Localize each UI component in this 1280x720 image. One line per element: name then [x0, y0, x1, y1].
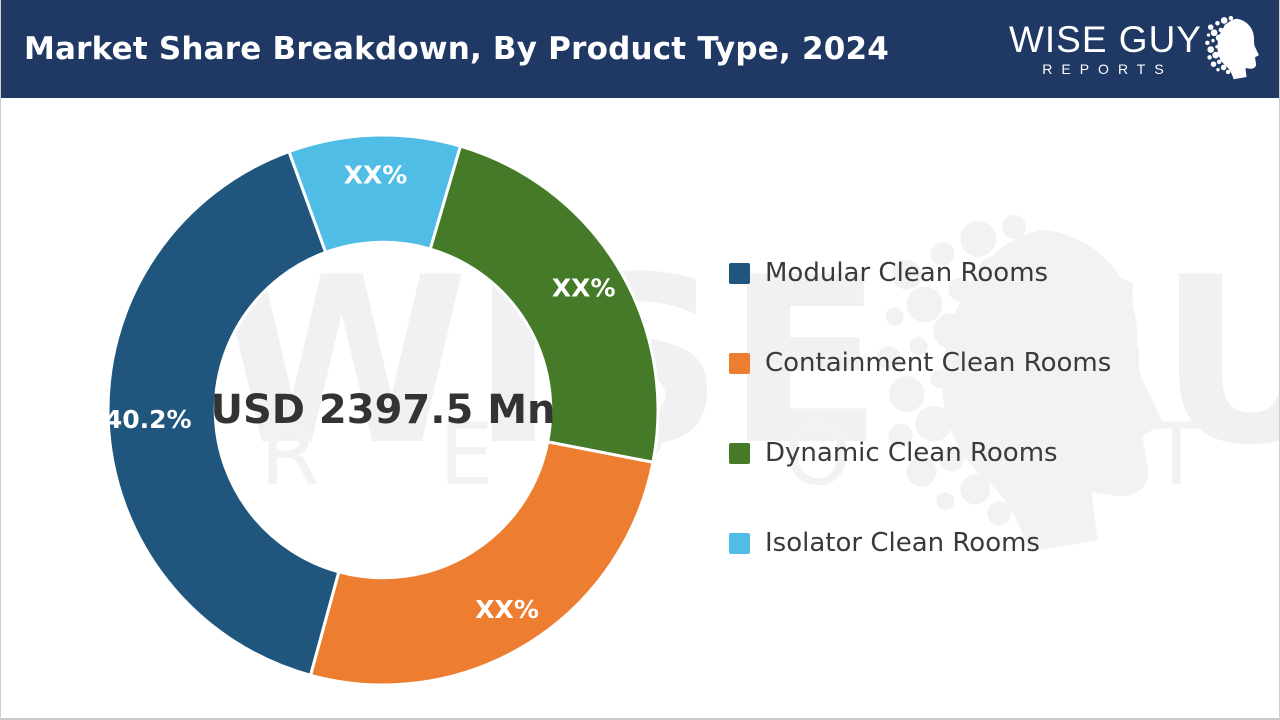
- legend-item-isolator: Isolator Clean Rooms: [729, 526, 1111, 560]
- slice-percent-label: XX%: [475, 595, 539, 624]
- slice-percent-label: 40.2%: [105, 405, 192, 434]
- legend-label: Modular Clean Rooms: [765, 258, 1049, 288]
- legend: Modular Clean Rooms Containment Clean Ro…: [729, 256, 1111, 616]
- slice-percent-label: XX%: [344, 161, 408, 190]
- legend-label: Dynamic Clean Rooms: [765, 438, 1058, 468]
- logo-subtitle: REPORTS: [1042, 61, 1173, 77]
- legend-item-containment: Containment Clean Rooms: [729, 346, 1111, 380]
- legend-swatch: [729, 352, 750, 374]
- legend-item-dynamic: Dynamic Clean Rooms: [729, 436, 1111, 470]
- donut-center-value: USD 2397.5 Mn: [210, 387, 556, 433]
- slice-percent-label: XX%: [552, 273, 616, 302]
- legend-label: Isolator Clean Rooms: [765, 528, 1040, 558]
- wiseguy-logo: WISE GUY REPORTS: [1009, 7, 1260, 91]
- legend-swatch: [729, 442, 750, 464]
- legend-swatch: [729, 532, 750, 554]
- logo-text: WISE GUY REPORTS: [1009, 21, 1202, 77]
- logo-face-icon: [1205, 15, 1259, 80]
- legend-label: Containment Clean Rooms: [765, 348, 1112, 378]
- donut-slice-modular-clean-rooms: [106, 150, 341, 677]
- header: Market Share Breakdown, By Product Type,…: [0, 0, 1280, 98]
- donut-chart: XX% XX% XX% 40.2%: [105, 133, 660, 687]
- legend-item-modular: Modular Clean Rooms: [729, 256, 1111, 290]
- logo-wordmark: WISE GUY: [1008, 19, 1202, 60]
- page-title: Market Share Breakdown, By Product Type,…: [24, 31, 890, 67]
- donut-slice-containment-clean-rooms: [309, 440, 655, 687]
- legend-swatch: [729, 262, 750, 284]
- donut-slice-dynamic-clean-rooms: [428, 144, 660, 464]
